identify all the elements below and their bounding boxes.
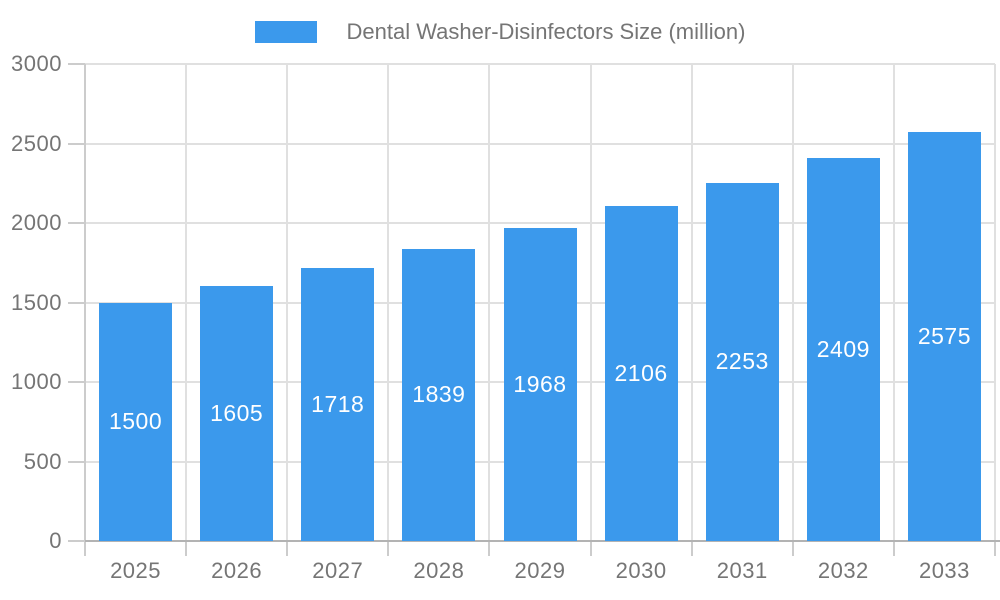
x-gridline [994,64,996,541]
y-gridline [85,63,995,65]
x-tick-label: 2030 [615,558,667,583]
y-tick [68,222,85,224]
bar[interactable]: 2253 [705,182,779,541]
bar[interactable]: 1839 [402,248,476,541]
x-tick-label: 2028 [413,558,465,583]
bar[interactable]: 1605 [200,285,274,541]
x-gridline [892,64,895,541]
y-tick-label: 3000 [11,51,62,76]
bar-value-label: 1718 [311,390,365,417]
y-tick [68,540,85,542]
y-gridline [85,222,995,224]
bar-value-label: 1605 [210,399,264,426]
x-tick [994,541,996,556]
bar-value-label: 1500 [108,408,163,435]
bar[interactable]: 1500 [99,302,173,541]
x-tick [286,541,289,556]
x-gridline [690,64,693,541]
bar-value-label: 2409 [816,335,870,362]
x-tick [185,541,188,556]
x-gridline [791,64,794,541]
bar[interactable]: 2106 [604,206,678,541]
bar-value-label: 2575 [917,322,972,349]
x-gridline [488,64,491,541]
x-tick-label: 2027 [312,558,364,583]
y-tick [68,63,85,65]
bar-value-label: 1839 [412,381,466,408]
legend-label: Dental Washer-Disinfectors Size (million… [346,19,746,44]
y-tick-label: 2500 [11,130,62,156]
x-tick-label: 2033 [918,558,970,583]
x-tick-label: 2029 [514,558,566,583]
legend-swatch [254,21,317,43]
y-tick [68,381,85,383]
y-tick-label: 2000 [11,210,62,235]
x-gridline [286,64,289,541]
y-tick [68,301,85,304]
y-tick [68,460,85,463]
x-tick [892,541,895,556]
x-axis-line [85,540,1000,542]
x-tick [488,541,491,556]
x-gridline [185,64,188,541]
y-tick [68,142,85,145]
x-tick [690,541,693,556]
y-tick-label: 1000 [11,369,62,394]
y-tick-label: 500 [23,448,62,474]
bar[interactable]: 1968 [503,228,577,541]
y-tick-label: 1500 [11,289,62,315]
x-gridline [387,64,390,541]
legend[interactable]: Dental Washer-Disinfectors Size (million… [0,13,1000,51]
x-tick-label: 2032 [817,558,869,583]
bar[interactable]: 2409 [806,157,880,541]
bar-value-label: 1968 [513,371,567,398]
y-gridline [85,142,995,145]
x-tick-label: 2025 [110,558,162,583]
x-tick [589,541,592,556]
x-tick [791,541,794,556]
bar-value-label: 2106 [614,360,668,387]
x-tick [387,541,390,556]
x-tick-label: 2026 [211,558,263,583]
bar-value-label: 2253 [715,348,769,375]
y-tick-label: 0 [49,528,62,553]
bar[interactable]: 1718 [301,267,375,541]
y-axis-line [84,64,86,556]
x-tick-label: 2031 [716,558,768,583]
x-gridline [589,64,592,541]
bar[interactable]: 2575 [907,131,981,541]
